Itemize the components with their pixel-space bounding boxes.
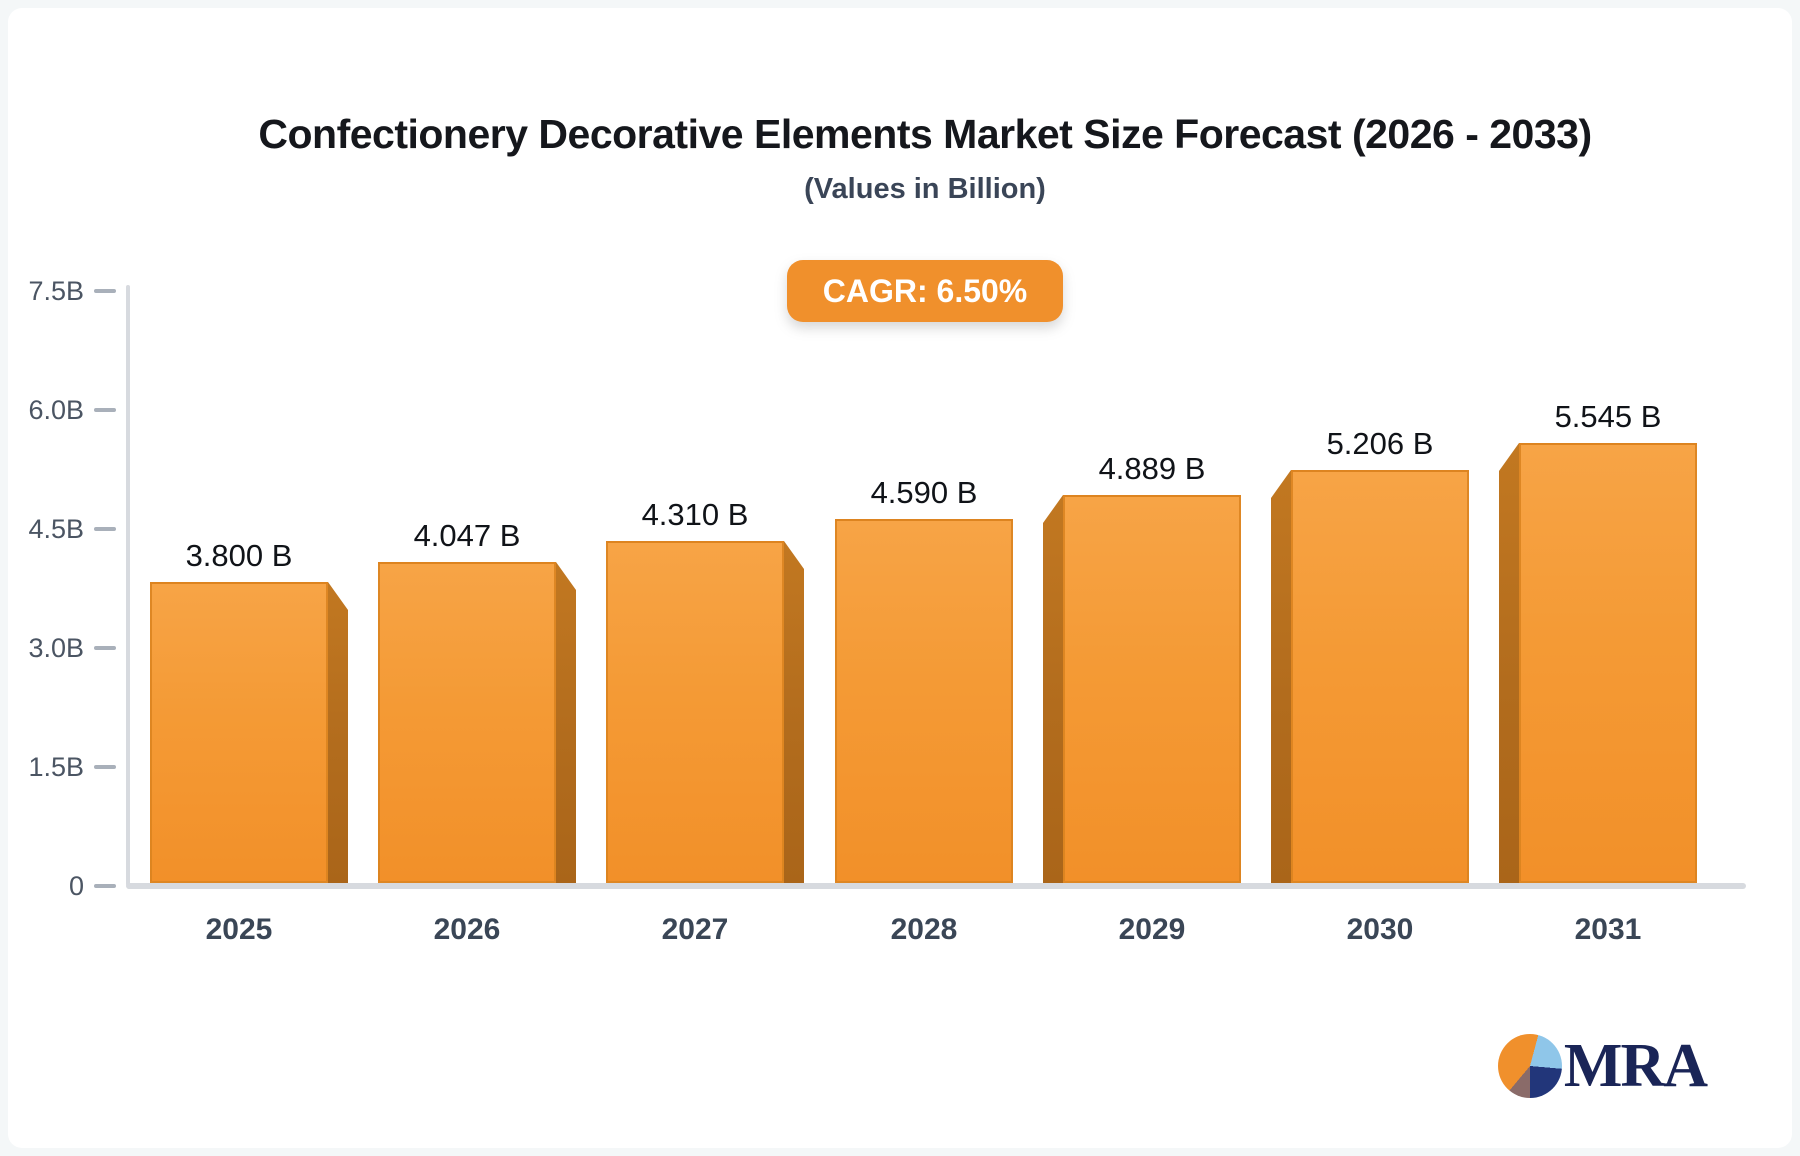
bar-2031 (1519, 443, 1697, 883)
bar-side-2031 (1499, 443, 1519, 883)
bar-side-2027 (784, 541, 804, 883)
bar-value-2028: 4.590 B (870, 475, 978, 510)
y-tick-mark-0 (94, 884, 116, 888)
bar-2029 (1063, 495, 1241, 883)
bar-2030 (1291, 470, 1469, 883)
y-tick-label-3.0B: 3.0B (28, 633, 84, 664)
y-tick-mark-6.0B (94, 408, 116, 413)
bar-side-2029 (1043, 495, 1063, 883)
x-tick-label-2029: 2029 (1118, 913, 1186, 946)
x-tick-label-2028: 2028 (890, 913, 958, 946)
y-tick-label-7.5B: 7.5B (28, 276, 84, 307)
bar-2026 (378, 562, 556, 883)
chart-title: Confectionery Decorative Elements Market… (258, 111, 1592, 157)
x-tick-label-2025: 2025 (205, 913, 273, 946)
y-tick-label-1.5B: 1.5B (28, 752, 84, 783)
y-tick-label-0: 0 (68, 871, 84, 901)
bar-side-2030 (1271, 470, 1291, 883)
plot-area: 7.5B 6.0B 4.5B 3.0B 1.5B 0 3.800 B 2025 4.047 B 2… (8, 8, 1792, 1148)
chart-card: Confectionery Decorative Elements Market… (8, 8, 1792, 1148)
y-tick-mark-7.5B (94, 289, 116, 294)
y-axis-line (126, 285, 130, 886)
bar-side-2026 (556, 562, 576, 883)
cagr-badge-row: CAGR: 6.50% (58, 260, 1792, 322)
bar-value-2027: 4.310 B (641, 497, 749, 532)
pie-chart-icon (1497, 1034, 1562, 1098)
cagr-badge: CAGR: 6.50% (786, 260, 1064, 322)
bar-value-2029: 4.889 B (1098, 451, 1206, 486)
y-tick-mark-4.5B (94, 527, 116, 532)
y-tick-mark-1.5B (94, 765, 116, 770)
bar-value-2026: 4.047 B (413, 518, 521, 553)
bar-2028 (835, 519, 1013, 883)
y-tick-label-6.0B: 6.0B (28, 395, 84, 426)
x-axis-baseline (126, 883, 1746, 889)
brand-logo-text: MRA (1563, 1032, 1708, 1100)
x-tick-label-2030: 2030 (1346, 913, 1414, 946)
y-tick-label-4.5B: 4.5B (28, 514, 84, 545)
chart-subtitle: (Values in Billion) (804, 173, 1046, 205)
bar-side-2025 (328, 582, 348, 883)
x-tick-label-2031: 2031 (1574, 913, 1642, 946)
bar-2027 (606, 541, 784, 883)
y-tick-mark-3.0B (94, 646, 116, 651)
bar-value-2030: 5.206 B (1326, 426, 1434, 461)
bar-value-2025: 3.800 B (185, 538, 293, 573)
x-tick-label-2027: 2027 (661, 913, 729, 946)
x-tick-label-2026: 2026 (433, 913, 501, 946)
brand-logo: MRA (1497, 1026, 1708, 1106)
bar-value-2031: 5.545 B (1554, 399, 1662, 434)
bar-2025 (150, 582, 328, 883)
